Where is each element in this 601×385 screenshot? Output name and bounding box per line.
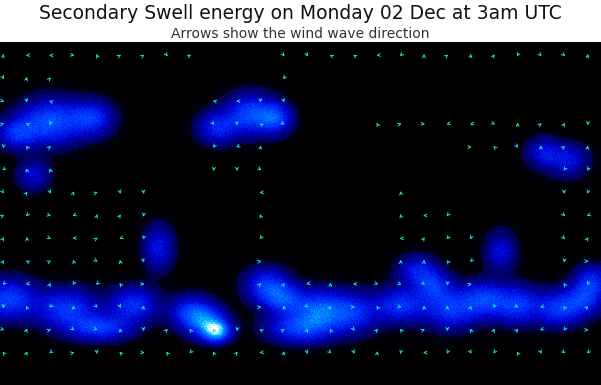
Text: Arrows show the wind wave direction: Arrows show the wind wave direction <box>171 27 430 42</box>
Text: Secondary Swell energy on Monday 02 Dec at 3am UTC: Secondary Swell energy on Monday 02 Dec … <box>39 4 562 23</box>
